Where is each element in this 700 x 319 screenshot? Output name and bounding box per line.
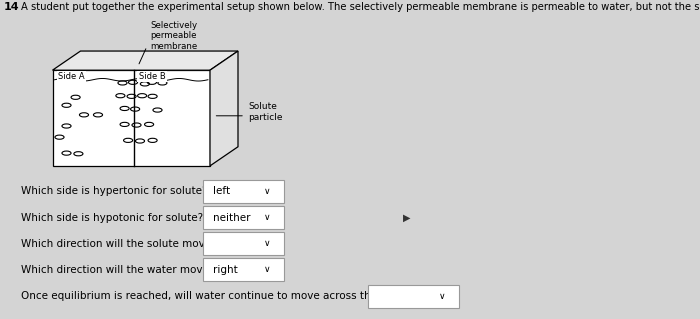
FancyBboxPatch shape <box>368 285 458 308</box>
Text: right: right <box>214 265 238 275</box>
Polygon shape <box>210 51 238 166</box>
Text: Which direction will the water move?: Which direction will the water move? <box>21 265 214 275</box>
Text: left: left <box>214 186 230 197</box>
Text: ∨: ∨ <box>439 292 446 300</box>
Text: Once equilibrium is reached, will water continue to move across the membrane?: Once equilibrium is reached, will water … <box>21 291 442 301</box>
FancyBboxPatch shape <box>203 232 284 255</box>
Text: 14: 14 <box>4 2 19 11</box>
Text: ∨: ∨ <box>264 239 271 248</box>
FancyBboxPatch shape <box>203 206 284 229</box>
FancyBboxPatch shape <box>203 258 284 281</box>
Text: ∨: ∨ <box>264 213 271 222</box>
Text: ▶: ▶ <box>402 212 410 223</box>
Polygon shape <box>52 51 238 70</box>
Text: neither: neither <box>214 212 251 223</box>
FancyBboxPatch shape <box>203 180 284 203</box>
Text: Solute
particle: Solute particle <box>248 102 283 122</box>
Text: ∨: ∨ <box>264 187 271 196</box>
Text: Which side is hypotonic for solute?: Which side is hypotonic for solute? <box>21 212 203 223</box>
Text: Which side is hypertonic for solute?: Which side is hypertonic for solute? <box>21 186 207 197</box>
Text: A student put together the experimental setup shown below. The selectively perme: A student put together the experimental … <box>21 2 700 11</box>
Text: Which direction will the solute move?: Which direction will the solute move? <box>21 239 216 249</box>
Text: Selectively
permeable
membrane: Selectively permeable membrane <box>150 21 197 50</box>
Text: Side B: Side B <box>139 72 165 81</box>
Text: ∨: ∨ <box>264 265 271 274</box>
Polygon shape <box>52 70 210 166</box>
Text: Side A: Side A <box>58 72 85 81</box>
